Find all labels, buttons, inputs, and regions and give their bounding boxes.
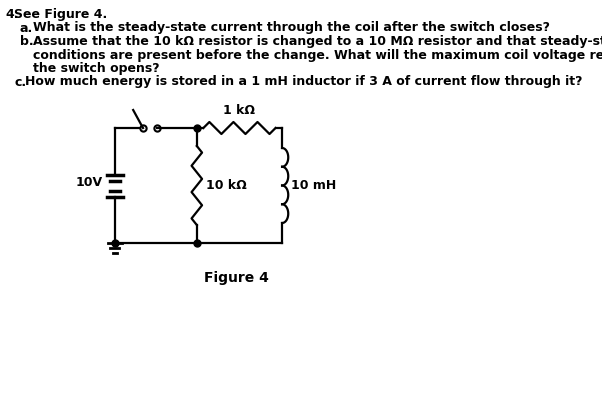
Text: 4.: 4. bbox=[5, 8, 19, 21]
Text: Figure 4: Figure 4 bbox=[203, 271, 268, 285]
Text: How much energy is stored in a 1 mH inductor if 3 A of current flow through it?: How much energy is stored in a 1 mH indu… bbox=[25, 76, 582, 88]
Text: What is the steady-state current through the coil after the switch closes?: What is the steady-state current through… bbox=[33, 21, 550, 35]
Text: 10 kΩ: 10 kΩ bbox=[206, 179, 247, 192]
Text: conditions are present before the change. What will the maximum coil voltage rea: conditions are present before the change… bbox=[33, 49, 602, 62]
Text: 10V: 10V bbox=[76, 176, 103, 189]
Text: the switch opens?: the switch opens? bbox=[33, 62, 160, 75]
Text: See Figure 4.: See Figure 4. bbox=[14, 8, 108, 21]
Text: a.: a. bbox=[20, 21, 33, 35]
Text: 1 kΩ: 1 kΩ bbox=[223, 104, 255, 117]
Text: 10 mH: 10 mH bbox=[291, 179, 336, 192]
Text: c.: c. bbox=[14, 76, 26, 88]
Text: b.: b. bbox=[20, 35, 33, 48]
Text: Assume that the 10 kΩ resistor is changed to a 10 MΩ resistor and that steady-st: Assume that the 10 kΩ resistor is change… bbox=[33, 35, 602, 48]
